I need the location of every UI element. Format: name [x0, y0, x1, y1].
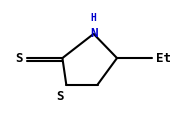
- Text: N: N: [90, 27, 97, 40]
- Text: S: S: [57, 90, 64, 103]
- Text: Et: Et: [156, 52, 171, 65]
- Text: H: H: [91, 13, 97, 23]
- Text: S: S: [16, 52, 23, 65]
